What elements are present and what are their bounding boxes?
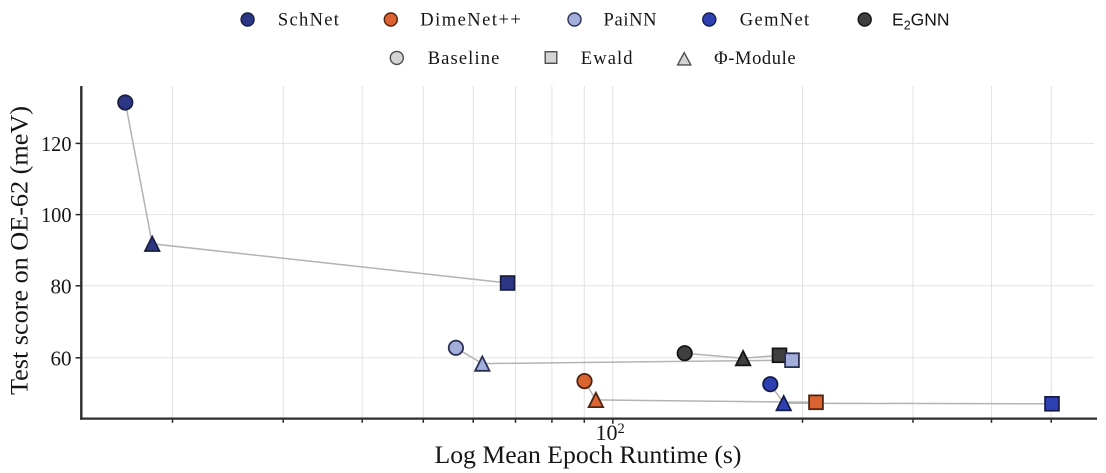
svg-text:60: 60 xyxy=(51,347,72,371)
svg-text:GemNet: GemNet xyxy=(740,11,810,31)
svg-text:DimeNet++: DimeNet++ xyxy=(420,11,521,31)
svg-text:Log Mean Epoch Runtime (s): Log Mean Epoch Runtime (s) xyxy=(435,442,742,469)
svg-text:Φ-Module: Φ-Module xyxy=(714,49,796,69)
svg-text:Baseline: Baseline xyxy=(428,49,500,69)
svg-text:PaiNN: PaiNN xyxy=(604,11,657,31)
svg-text:E2GNN: E2GNN xyxy=(892,10,950,33)
svg-text:120: 120 xyxy=(41,132,72,156)
svg-text:80: 80 xyxy=(51,274,72,298)
svg-text:Ewald: Ewald xyxy=(581,49,633,69)
svg-text:Test score on OE-62 (meV): Test score on OE-62 (meV) xyxy=(7,106,34,395)
svg-text:100: 100 xyxy=(41,203,72,227)
svg-text:SchNet: SchNet xyxy=(278,11,340,31)
